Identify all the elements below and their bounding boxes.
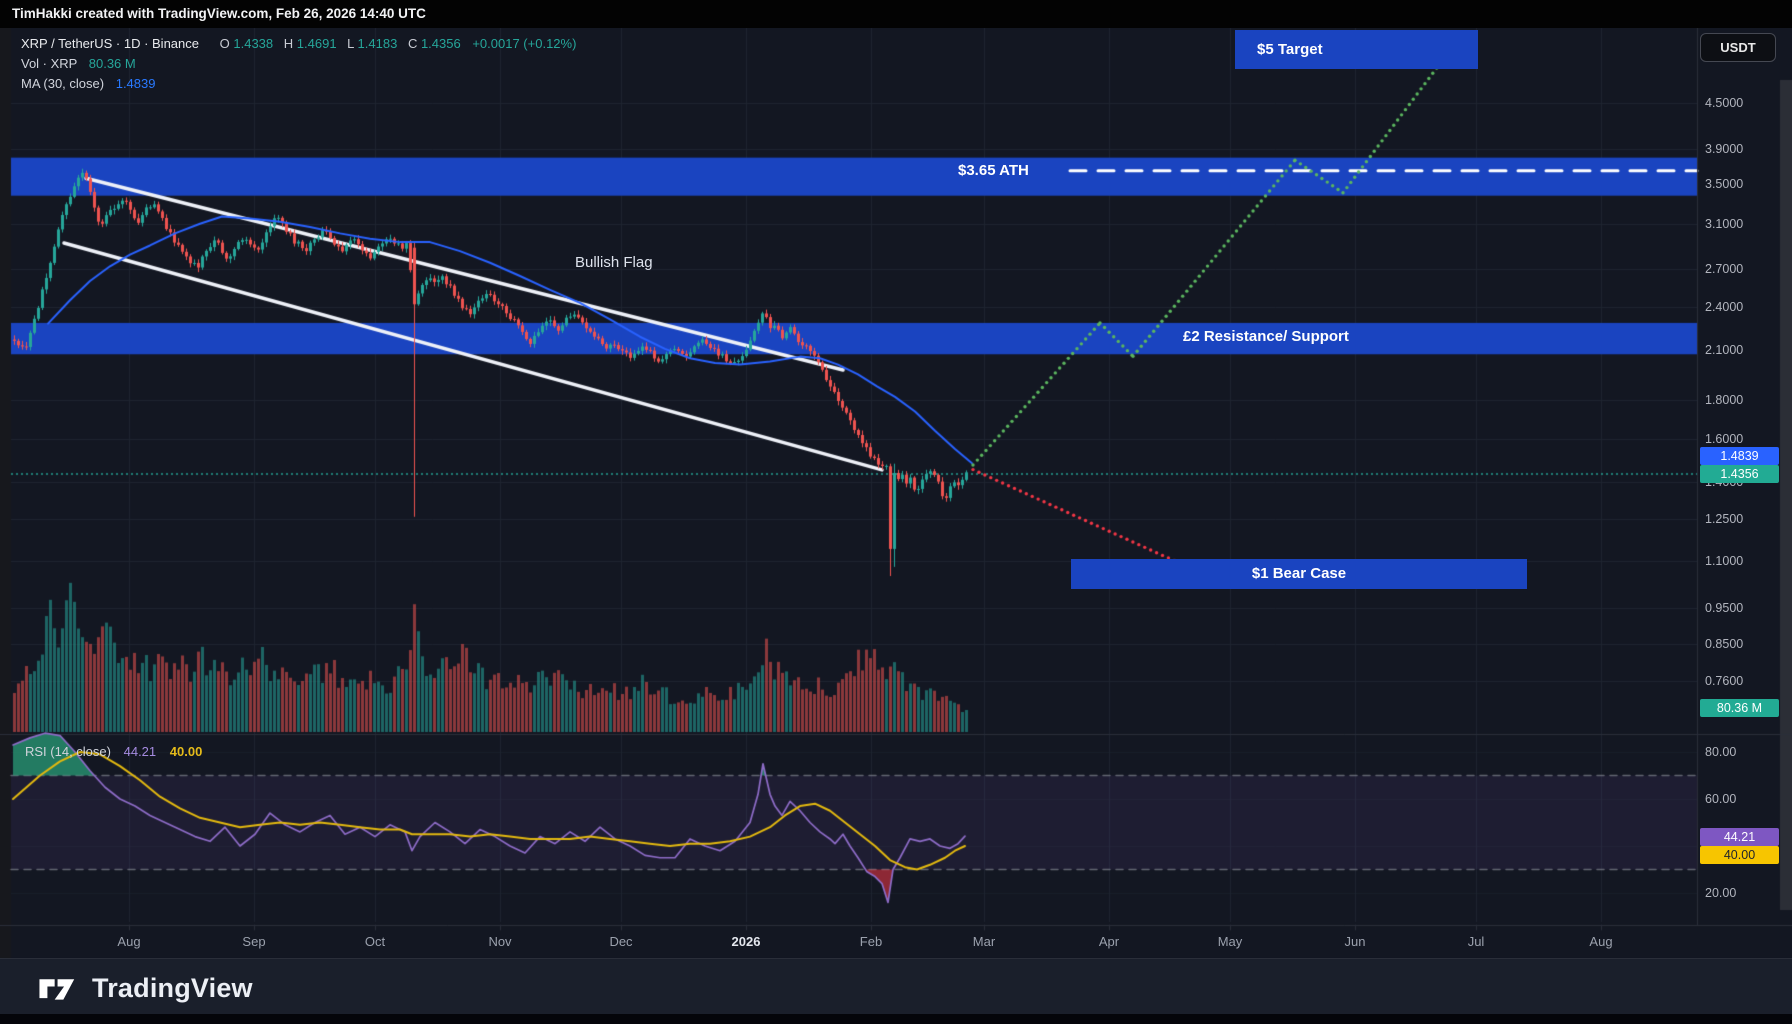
price-tick-label: 2.1000 <box>1705 343 1744 357</box>
bullish-flag-label[interactable]: Bullish Flag <box>575 254 653 271</box>
last-price-badge: 1.4356 <box>1700 465 1779 483</box>
ath-annotation-label[interactable]: $3.65 ATH <box>958 162 1029 179</box>
rsi-value-badge: 44.21 <box>1700 828 1779 846</box>
price-tick-label: 1.1000 <box>1705 554 1744 568</box>
footer-bar: TradingView <box>0 958 1792 1015</box>
price-tick-label: 1.6000 <box>1705 432 1744 446</box>
target-annotation-box[interactable]: $5 Target <box>1235 30 1478 69</box>
price-tick-label: 0.9500 <box>1705 601 1744 615</box>
price-tick-label: 2.7000 <box>1705 262 1744 276</box>
bottom-black-strip <box>0 1014 1792 1024</box>
rsi-tick-label: 80.00 <box>1705 745 1737 759</box>
rsi-ma-value-badge: 40.00 <box>1700 846 1779 864</box>
time-tick-label: Nov <box>488 934 512 949</box>
time-tick-label: Apr <box>1098 934 1120 949</box>
symbol-title[interactable]: XRP / TetherUS · 1D · Binance <box>21 36 199 51</box>
price-axis[interactable]: 4.5000 3.9000 3.5000 3.1000 2.7000 2.4000 2.10… <box>0 0 1792 958</box>
time-tick-label: Aug <box>1589 934 1613 949</box>
bear-case-annotation-box[interactable]: $1 Bear Case <box>1071 559 1527 589</box>
rsi-legend[interactable]: RSI (14, close) 44.21 40.00 <box>25 744 202 759</box>
rsi-label: RSI (14, close) <box>25 744 111 759</box>
tradingview-logo-icon <box>39 979 75 1000</box>
ma-price-badge: 1.4839 <box>1700 447 1779 465</box>
time-tick-label: 2026 <box>731 934 761 949</box>
open-value: 1.4338 <box>233 36 274 51</box>
price-tick-label: 4.5000 <box>1705 96 1744 110</box>
attribution-bar: TimHakki created with TradingView.com, F… <box>0 0 1792 28</box>
tradingview-logo[interactable]: TradingView <box>38 972 253 1004</box>
low-label: L <box>347 36 354 51</box>
rsi-value: 44.21 <box>123 744 157 759</box>
change-value: +0.0017 (+0.12%) <box>472 36 577 51</box>
high-value: 1.4691 <box>296 36 337 51</box>
price-tick-label: 2.4000 <box>1705 300 1744 314</box>
high-label: H <box>283 36 294 51</box>
time-tick-label: Mar <box>972 934 996 949</box>
low-value: 1.4183 <box>357 36 398 51</box>
price-tick-label: 0.8500 <box>1705 637 1744 651</box>
tradingview-logo-text: TradingView <box>92 972 253 1003</box>
ma-label: MA (30, close) <box>21 76 105 91</box>
time-tick-label: Dec <box>609 934 633 949</box>
volume-label: Vol · XRP <box>21 56 78 71</box>
time-tick-label: Oct <box>364 934 386 949</box>
resistance-annotation-label[interactable]: £2 Resistance/ Support <box>1183 328 1349 345</box>
rsi-ma-value: 40.00 <box>169 744 203 759</box>
close-label: C <box>407 36 418 51</box>
time-tick-label: Feb <box>859 934 883 949</box>
rsi-tick-label: 60.00 <box>1705 792 1737 806</box>
price-tick-label: 3.5000 <box>1705 177 1744 191</box>
volume-value: 80.36 M <box>88 56 136 71</box>
attribution-text: TimHakki created with TradingView.com, F… <box>12 6 426 21</box>
time-tick-label: May <box>1217 934 1243 949</box>
legend-volume-row[interactable]: Vol · XRP 80.36 M <box>21 54 576 74</box>
symbol-legend[interactable]: XRP / TetherUS · 1D · Binance O 1.4338 H… <box>21 34 576 94</box>
rsi-tick-label: 20.00 <box>1705 886 1737 900</box>
legend-symbol-row[interactable]: XRP / TetherUS · 1D · Binance O 1.4338 H… <box>21 34 576 54</box>
volume-badge: 80.36 M <box>1700 699 1779 717</box>
time-tick-label: Aug <box>117 934 141 949</box>
close-value: 1.4356 <box>420 36 461 51</box>
time-tick-label: Jun <box>1344 934 1366 949</box>
time-axis[interactable]: Aug Sep Oct Nov Dec 2026 Feb Mar Apr May Jun Jul Aug <box>0 934 1792 952</box>
currency-toggle-button[interactable]: USDT <box>1700 33 1776 62</box>
time-tick-label: Sep <box>242 934 266 949</box>
price-tick-label: 0.7600 <box>1705 674 1744 688</box>
price-tick-label: 3.1000 <box>1705 217 1744 231</box>
price-tick-label: 1.2500 <box>1705 512 1744 526</box>
ma-value: 1.4839 <box>115 76 156 91</box>
price-tick-label: 3.9000 <box>1705 142 1744 156</box>
legend-ma-row[interactable]: MA (30, close) 1.4839 <box>21 74 576 94</box>
price-tick-label: 1.8000 <box>1705 393 1744 407</box>
open-label: O <box>219 36 230 51</box>
time-tick-label: Jul <box>1467 934 1485 949</box>
